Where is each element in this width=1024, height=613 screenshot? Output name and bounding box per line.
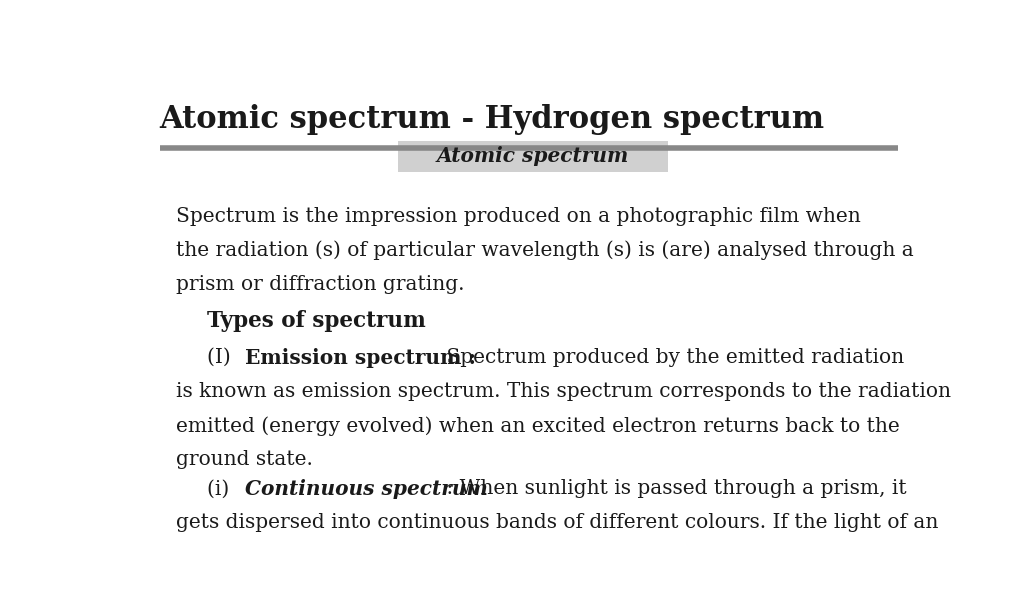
Text: emitted (energy evolved) when an excited electron returns back to the: emitted (energy evolved) when an excited…: [176, 416, 899, 436]
Text: Types of spectrum: Types of spectrum: [207, 310, 426, 332]
Text: (I): (I): [207, 348, 238, 367]
Text: Atomic spectrum - Hydrogen spectrum: Atomic spectrum - Hydrogen spectrum: [160, 104, 825, 135]
Text: Continuous spectrum: Continuous spectrum: [246, 479, 488, 500]
Bar: [397, 141, 668, 172]
Text: Emission spectrum :: Emission spectrum :: [246, 348, 476, 368]
Text: prism or diffraction grating.: prism or diffraction grating.: [176, 275, 464, 294]
Text: (i): (i): [207, 479, 236, 498]
Text: : When sunlight is passed through a prism, it: : When sunlight is passed through a pris…: [440, 479, 906, 498]
Text: Atomic spectrum: Atomic spectrum: [436, 147, 629, 166]
Text: is known as emission spectrum. This spectrum corresponds to the radiation: is known as emission spectrum. This spec…: [176, 383, 950, 402]
Text: ground state.: ground state.: [176, 450, 312, 469]
Text: Spectrum produced by the emitted radiation: Spectrum produced by the emitted radiati…: [440, 348, 904, 367]
Text: gets dispersed into continuous bands of different colours. If the light of an: gets dispersed into continuous bands of …: [176, 514, 938, 533]
Text: the radiation (s) of particular wavelength (s) is (are) analysed through a: the radiation (s) of particular waveleng…: [176, 241, 913, 261]
Text: Spectrum is the impression produced on a photographic film when: Spectrum is the impression produced on a…: [176, 207, 860, 226]
